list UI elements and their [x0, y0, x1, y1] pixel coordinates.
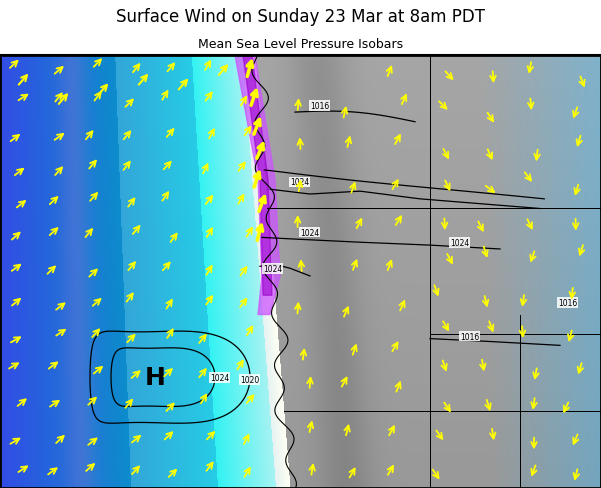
Text: 1024: 1024	[450, 239, 469, 247]
Text: H: H	[145, 366, 165, 389]
Text: 1024: 1024	[263, 264, 282, 274]
Polygon shape	[243, 56, 272, 296]
Text: 1024: 1024	[210, 373, 229, 382]
Text: Surface Wind on Sunday 23 Mar at 8am PDT: Surface Wind on Sunday 23 Mar at 8am PDT	[116, 8, 485, 26]
Text: 1016: 1016	[310, 102, 329, 111]
Polygon shape	[235, 56, 280, 315]
Text: 1016: 1016	[558, 298, 577, 307]
Text: 1024: 1024	[290, 178, 310, 187]
Text: 1020: 1020	[240, 375, 259, 384]
Text: Mean Sea Level Pressure Isobars: Mean Sea Level Pressure Isobars	[198, 39, 403, 51]
Text: 1016: 1016	[460, 332, 479, 341]
Text: 1024: 1024	[300, 228, 319, 237]
